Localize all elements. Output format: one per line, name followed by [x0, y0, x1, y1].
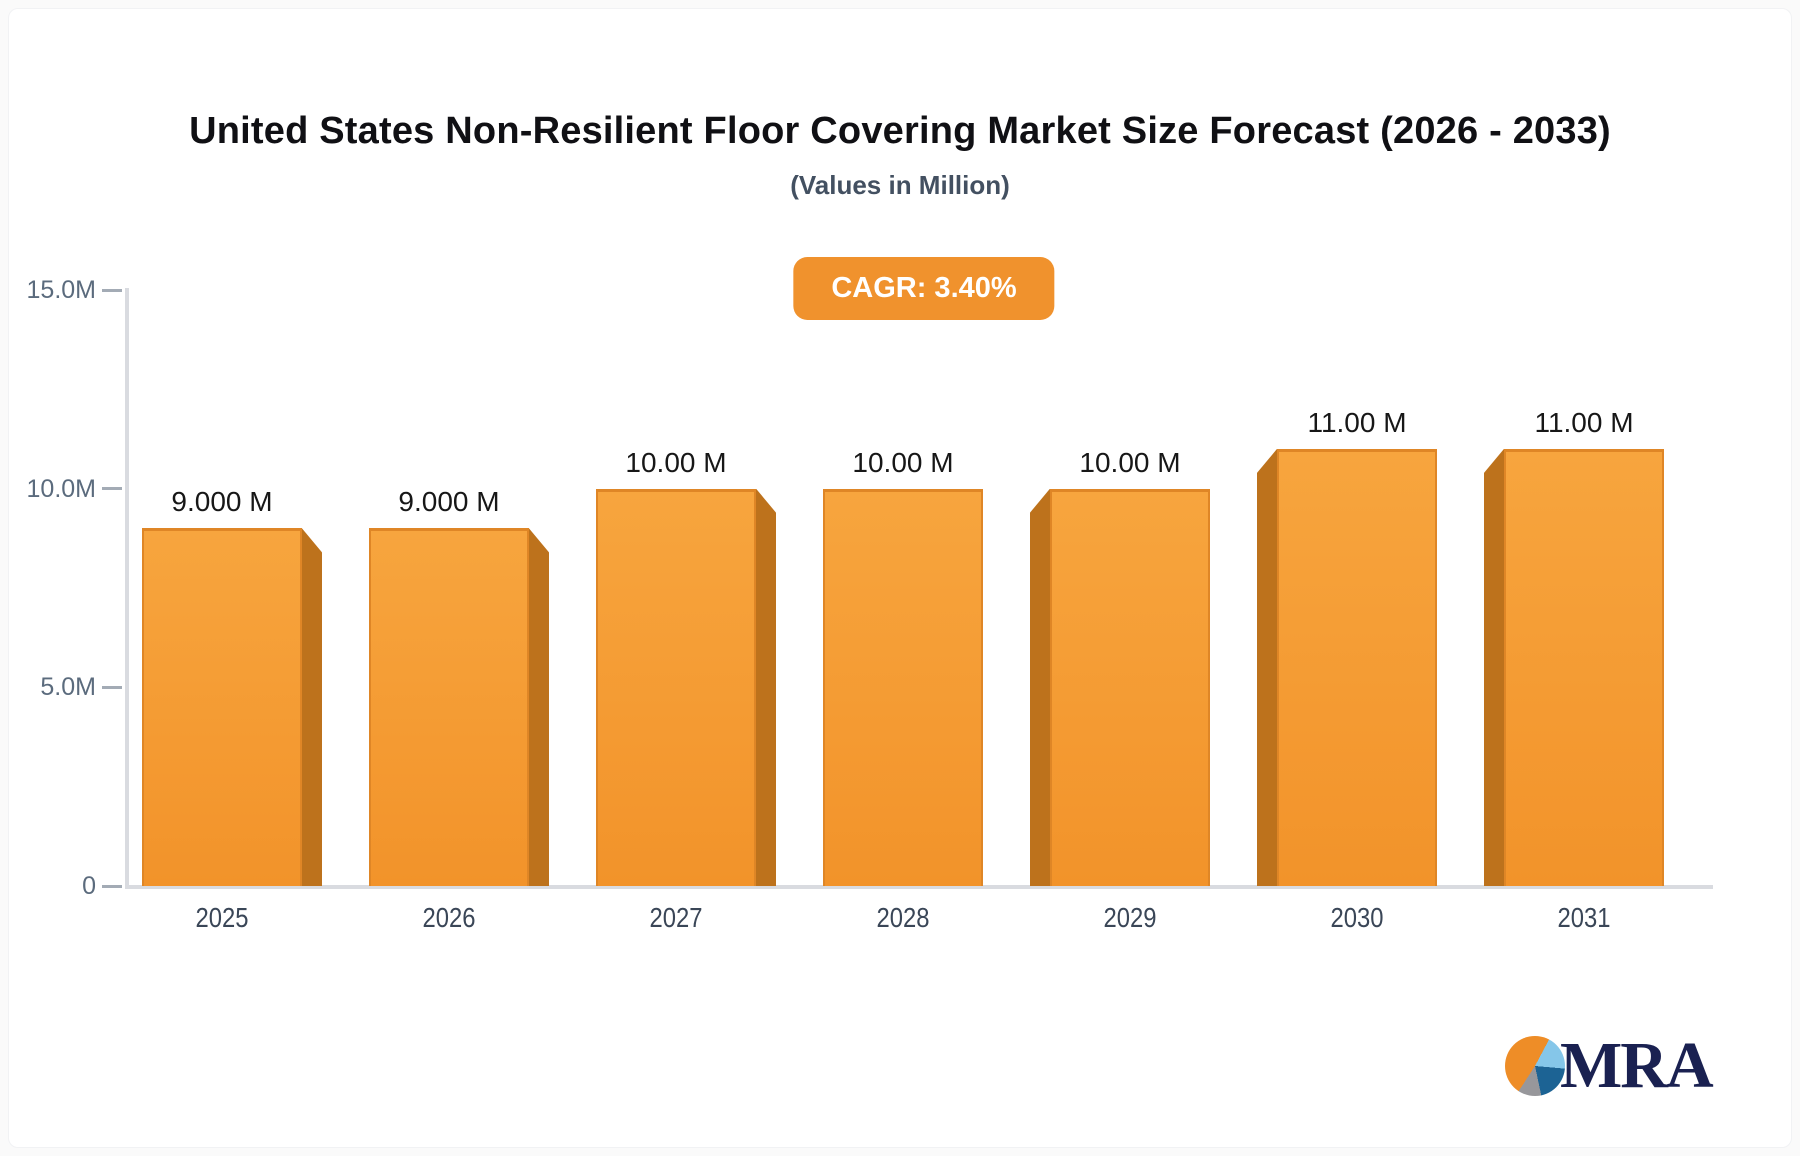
y-tick-mark: [102, 487, 122, 491]
bar-2029[interactable]: [1050, 488, 1210, 886]
brand-logo: MRA: [1505, 1029, 1714, 1102]
cagr-badge: CAGR: 3.40%: [793, 257, 1055, 320]
y-tick-label-15.0M: 15.0M: [26, 276, 96, 304]
bar-value-label-2026: 9.000 M: [398, 486, 500, 518]
y-tick-mark: [102, 685, 122, 689]
bar-2025[interactable]: [142, 528, 302, 886]
chart-title: United States Non-Resilient Floor Coveri…: [189, 110, 1611, 152]
y-tick-label-0: 0: [82, 872, 96, 900]
x-axis-line: [125, 885, 1713, 889]
y-tick-mark: [102, 288, 122, 292]
bar-value-label-2029: 10.00 M: [1079, 446, 1181, 478]
bar-side-panel-2030: [1257, 448, 1277, 886]
bar-value-label-2030: 11.00 M: [1307, 406, 1407, 438]
x-tick-label-2027: 2027: [649, 902, 703, 933]
bar-side-panel-2026: [529, 528, 549, 886]
bar-value-label-2028: 10.00 M: [852, 446, 954, 478]
bar-side-panel-2027: [756, 488, 776, 886]
bar-2030[interactable]: [1277, 448, 1437, 886]
bar-value-label-2031: 11.00 M: [1534, 406, 1634, 438]
x-tick-label-2025: 2025: [195, 902, 249, 933]
x-tick-label-2030: 2030: [1330, 902, 1384, 933]
bar-2026[interactable]: [369, 528, 529, 886]
x-tick-label-2026: 2026: [422, 902, 476, 933]
bar-side-panel-2025: [302, 528, 322, 886]
bar-2027[interactable]: [596, 488, 756, 886]
bar-side-panel-2031: [1484, 448, 1504, 886]
x-tick-label-2029: 2029: [1103, 902, 1157, 933]
bar-2031[interactable]: [1504, 448, 1664, 886]
bar-value-label-2027: 10.00 M: [625, 446, 727, 478]
bar-value-label-2025: 9.000 M: [171, 486, 273, 518]
y-tick-label-10.0M: 10.0M: [26, 474, 96, 503]
y-axis-line: [125, 288, 129, 889]
bar-side-panel-2029: [1030, 488, 1050, 886]
y-tick-mark: [102, 884, 122, 888]
y-tick-label-5.0M: 5.0M: [40, 673, 96, 702]
logo-pie-icon: [1505, 1036, 1565, 1096]
logo-text: MRA: [1560, 1029, 1714, 1102]
bar-2028[interactable]: [823, 488, 983, 886]
chart-subtitle: (Values in Million): [790, 170, 1010, 200]
x-tick-label-2031: 2031: [1557, 902, 1611, 933]
x-tick-label-2028: 2028: [876, 902, 930, 933]
